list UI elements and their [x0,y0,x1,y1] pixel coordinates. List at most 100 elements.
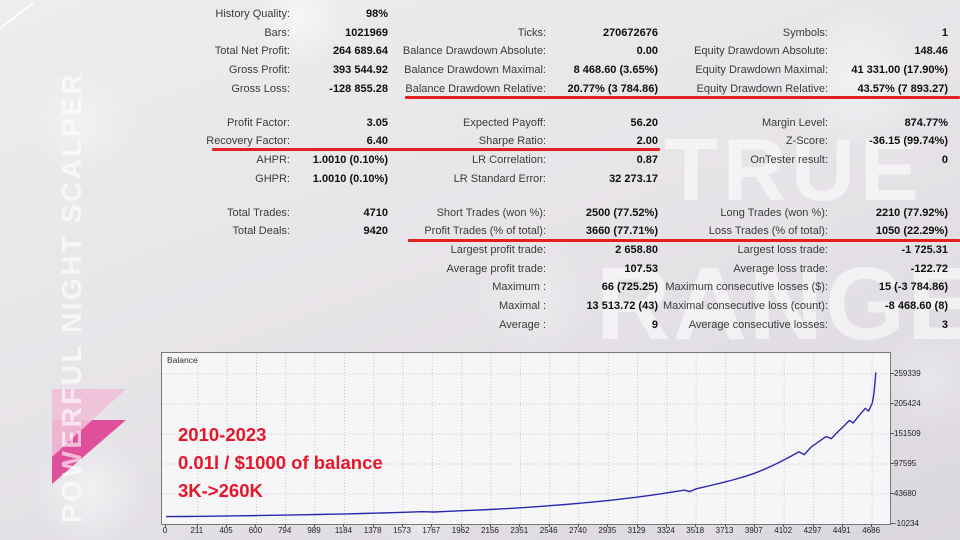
stat-label: Total Deals: [232,225,290,238]
stat-value: 6.40 [366,135,388,148]
stat-value: 270672676 [602,26,658,39]
stat-label: Largest profit trade: [450,244,546,256]
x-axis-tick-label: 2351 [510,526,529,535]
stat-value: 107.53 [624,262,658,275]
x-axis-tick-label: 1573 [393,526,411,535]
stat-value: 1.0010 (0.10%) [312,172,388,185]
stat-label: Ticks: [517,26,546,39]
stat-label: Gross Loss: [231,82,290,95]
stats-row: Maximal : 13 513.72 (43) Maximal consecuti… [0,297,960,316]
stat-label: OnTester result: [750,153,828,166]
x-axis-tick-label: 405 [219,526,233,535]
stat-value: -8 468.60 (8) [885,300,948,313]
stat-value: 264 689.64 [332,45,388,58]
stat-value: 66 (725.25) [601,281,658,294]
chart-title: Balance [167,355,198,365]
y-axis-tick [890,493,894,494]
stat-label: GHPR: [255,172,290,185]
stat-value: 0.00 [636,45,658,58]
stat-value: 15 (-3 784.86) [878,281,948,294]
y-axis-tick [890,463,894,464]
annotation-growth: 3K->260K [178,480,263,501]
stats-row: Gross Loss: -128 855.28 Balance Drawdown R… [0,80,960,99]
stat-label: Average loss trade: [733,262,828,275]
stat-label: Largest loss trade: [737,244,829,256]
x-axis-tick-label: 3713 [715,526,734,535]
stats-row: Average profit trade: 107.53 Average loss … [0,260,960,279]
stat-value: 2500 (77.52%) [585,206,658,219]
x-axis-tick [577,524,579,527]
chart-annotation: 2010-2023 0.01l / $1000 of balance 3K->2… [178,421,383,505]
x-axis-tick [783,524,785,527]
stat-label: Average : [499,318,546,331]
balance-line [165,372,877,518]
balance-curve-svg [163,354,889,523]
x-axis-tick-label: 3324 [657,526,675,535]
stat-value: 1 [941,26,948,39]
stat-value: 874.77% [904,116,948,129]
stat-value: 8 468.60 (3.65%) [573,64,658,77]
highlight-underline-recovery-sharpe [212,148,660,151]
stat-label: Average profit trade: [446,262,546,275]
stat-value: 2 658.80 [615,244,658,256]
highlight-underline-drawdown [405,96,960,99]
x-axis-tick-label: 2935 [598,526,617,535]
stats-row: Maximum : 66 (725.25) Maximum consecutive … [0,278,960,297]
x-axis-tick-label: 1184 [334,526,353,535]
stat-label: Profit Factor: [227,116,290,129]
stat-label: Sharpe Ratio: [478,135,546,148]
highlight-underline-profit-loss-trades [408,239,960,242]
x-axis-tick [753,524,755,527]
stats-row: Bars: 1021969 Ticks: 270672676 Symbols: 1 [0,24,960,43]
x-axis-tick [402,524,404,527]
stat-label: Equity Drawdown Absolute: [694,45,828,58]
x-axis-tick [665,524,667,527]
x-axis-tick-label: 4491 [832,526,851,535]
stat-value: 1.0010 (0.10%) [312,153,388,166]
stat-label: Margin Level: [761,116,828,129]
x-axis-tick [372,524,374,527]
x-axis-tick [548,524,550,527]
stat-label: AHPR: [256,153,290,166]
stat-label: Balance Drawdown Maximal: [404,64,546,77]
stats-row: Average : 9 Average consecutive losses: 3 [0,316,960,335]
x-axis-tick [314,524,316,527]
x-axis-tick-label: 3907 [744,526,763,535]
stat-label: Maximal consecutive loss (count): [662,300,828,313]
stat-value: 1021969 [345,26,388,39]
stat-value: 20.77% (3 784.86) [567,82,658,95]
x-axis-tick [841,524,843,527]
x-axis-tick [724,524,726,527]
stats-row: Largest profit trade: 2 658.80 Largest los… [0,241,960,260]
x-axis-tick-label: 600 [248,526,263,535]
stat-label: Bars: [264,26,290,39]
stat-label: Equity Drawdown Maximal: [695,64,828,77]
stats-row: Total Net Profit: 264 689.64 Balance Drawd… [0,42,960,61]
x-axis-tick-label: 2156 [481,526,499,535]
stat-value: 9420 [363,225,388,238]
x-axis-tick [871,524,873,527]
x-axis-tick [812,524,814,527]
balance-chart: Balance 2010-2023 0.01l / $1000 of balan… [161,352,891,525]
x-axis-tick [607,524,609,527]
x-axis-tick-label: 4686 [862,526,881,535]
x-axis-tick [255,524,257,527]
stat-label: Maximal : [498,300,546,313]
stat-value: -1 725.31 [901,244,948,256]
stat-label: LR Correlation: [472,153,546,166]
stat-label: Profit Trades (% of total): [424,225,546,238]
stat-value: -122.72 [910,262,948,275]
stat-label: Long Trades (won %): [720,206,828,219]
x-axis-tick-label: 0 [162,526,168,535]
stats-row: AHPR: 1.0010 (0.10%) LR Correlation: 0.87 On… [0,151,960,170]
y-axis-tick-label: 151509 [894,429,921,438]
stat-value: -36.15 (99.74%) [869,135,948,148]
stat-label: LR Standard Error: [453,172,546,185]
stat-value: 4710 [363,206,388,219]
stat-label: Z-Score: [785,135,828,148]
stat-label: History Quality: [215,8,290,20]
x-axis-tick-label: 2740 [569,526,587,535]
stat-label: Symbols: [782,26,828,39]
stat-value: 32 273.17 [609,172,658,185]
x-axis-tick [636,524,638,527]
